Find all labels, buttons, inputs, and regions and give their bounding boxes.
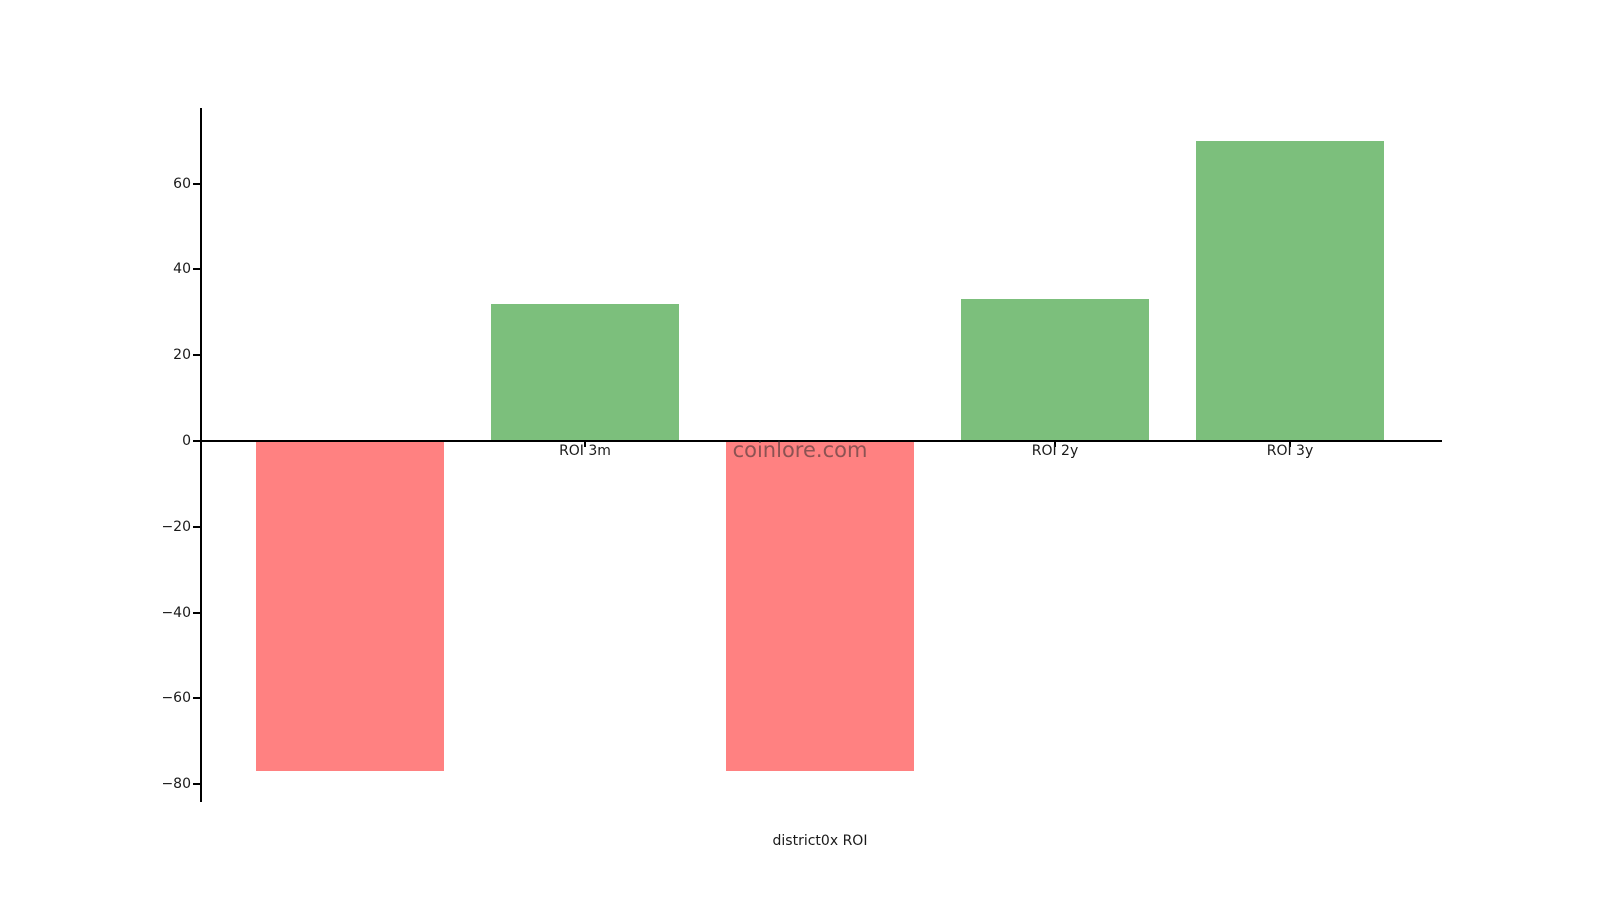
y-tick-label: 40 xyxy=(173,261,191,278)
y-tick-mark xyxy=(193,268,200,271)
x-tick-label: ROI 3y xyxy=(1266,443,1314,459)
bar-roi-3y xyxy=(1196,140,1384,441)
y-tick-mark xyxy=(193,440,200,442)
bar-category-3 xyxy=(726,441,914,772)
bar-roi-2y xyxy=(961,299,1149,441)
y-tick-mark xyxy=(193,697,200,700)
y-tick-label: −40 xyxy=(161,604,191,621)
x-tick-label: ROI 3m xyxy=(559,443,611,459)
y-tick-mark xyxy=(193,525,200,528)
y-tick-label: −20 xyxy=(161,518,191,535)
x-tick-mark xyxy=(1054,441,1056,447)
x-tick-mark xyxy=(584,441,586,447)
y-tick-mark xyxy=(193,354,200,357)
y-axis-line xyxy=(200,108,202,802)
bar-category-1 xyxy=(256,441,444,772)
watermark: coinlore.com xyxy=(732,438,868,462)
y-tick-mark xyxy=(193,783,200,786)
y-tick-mark xyxy=(193,182,200,185)
bar-roi-3m xyxy=(491,303,679,441)
x-axis-title: district0x ROI xyxy=(772,833,868,849)
y-tick-label: 60 xyxy=(173,175,191,192)
y-tick-mark xyxy=(193,611,200,614)
x-axis-line xyxy=(200,440,1442,442)
y-tick-label: 0 xyxy=(182,433,191,449)
y-tick-label: −80 xyxy=(161,776,191,793)
y-tick-label: −60 xyxy=(161,690,191,707)
x-tick-label: ROI 2y xyxy=(1031,443,1079,459)
y-tick-label: 20 xyxy=(173,347,191,364)
x-tick-mark xyxy=(1289,441,1291,447)
